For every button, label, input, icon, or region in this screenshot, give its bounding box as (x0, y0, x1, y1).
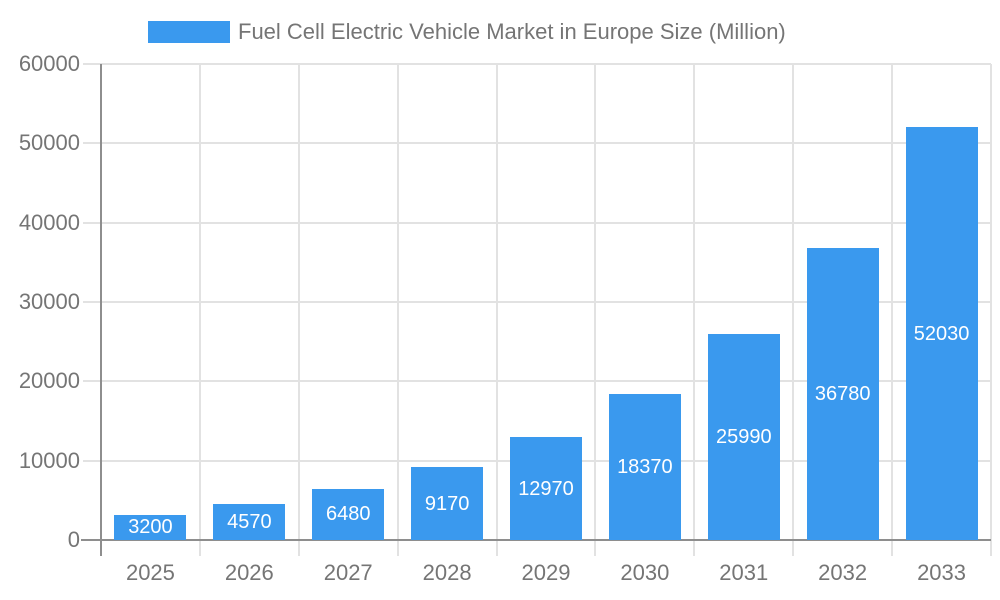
chart-legend[interactable]: Fuel Cell Electric Vehicle Market in Eur… (148, 21, 786, 43)
x-axis-tick-label: 2027 (323, 560, 373, 585)
bar-value-label: 18370 (617, 456, 673, 479)
x-axis-tick-label: 2026 (224, 560, 274, 585)
x-axis-tick-label: 2029 (521, 560, 571, 585)
bar-2028[interactable]: 9170 (411, 467, 484, 540)
y-axis-tick-label: 50000 (18, 130, 80, 156)
x-gridline (297, 64, 300, 556)
bar-2025[interactable]: 3200 (114, 514, 187, 540)
y-axis-tick-label: 60000 (18, 51, 80, 76)
y-axis-tick-label: 10000 (18, 447, 80, 473)
y-gridline (83, 142, 991, 145)
bar-value-label: 4570 (227, 510, 272, 533)
bar-value-label: 3200 (128, 516, 173, 539)
bar-2032[interactable]: 36780 (806, 248, 879, 540)
x-gridline (594, 64, 597, 556)
bar-value-label: 52030 (913, 322, 970, 345)
x-gridline (495, 64, 498, 556)
y-gridline (83, 221, 991, 224)
y-gridline (83, 301, 991, 303)
y-axis-tick-label: 30000 (18, 289, 80, 314)
x-gridline (198, 64, 201, 556)
bar-2026[interactable]: 4570 (213, 503, 286, 540)
y-axis-tick-label: 40000 (18, 209, 80, 235)
y-axis-tick-label: 0 (67, 527, 80, 552)
bar-value-label: 25990 (715, 425, 772, 448)
bar-value-label: 36780 (814, 383, 871, 406)
x-gridline (891, 64, 894, 556)
x-axis-tick-label: 2028 (422, 560, 472, 585)
x-gridline (792, 64, 795, 556)
y-gridline (83, 380, 991, 383)
x-axis-tick-label: 2032 (818, 560, 868, 585)
x-gridline (396, 64, 399, 556)
y-axis-line (100, 64, 102, 556)
y-axis-tick-label: 20000 (18, 368, 80, 394)
bar-value-label: 12970 (518, 477, 574, 500)
x-axis-tick-label: 2031 (719, 560, 769, 585)
bar-2029[interactable]: 12970 (510, 437, 582, 540)
x-axis-tick-label: 2030 (620, 560, 670, 585)
x-gridline (990, 64, 992, 556)
bar-value-label: 9170 (424, 492, 470, 515)
x-axis-tick-label: 2033 (917, 560, 967, 585)
legend-swatch-icon (148, 21, 230, 43)
bar-2031[interactable]: 25990 (707, 333, 780, 540)
chart-title: Fuel Cell Electric Vehicle Market in Eur… (238, 19, 786, 44)
x-gridline (693, 64, 696, 556)
bar-2027[interactable]: 6480 (312, 488, 385, 540)
bar-2033[interactable]: 52030 (905, 127, 978, 540)
x-axis-line (81, 539, 991, 541)
x-axis-tick-label: 2025 (125, 560, 175, 585)
bar-2030[interactable]: 18370 (608, 394, 681, 540)
bar-value-label: 6480 (325, 503, 371, 526)
y-gridline (83, 63, 991, 65)
